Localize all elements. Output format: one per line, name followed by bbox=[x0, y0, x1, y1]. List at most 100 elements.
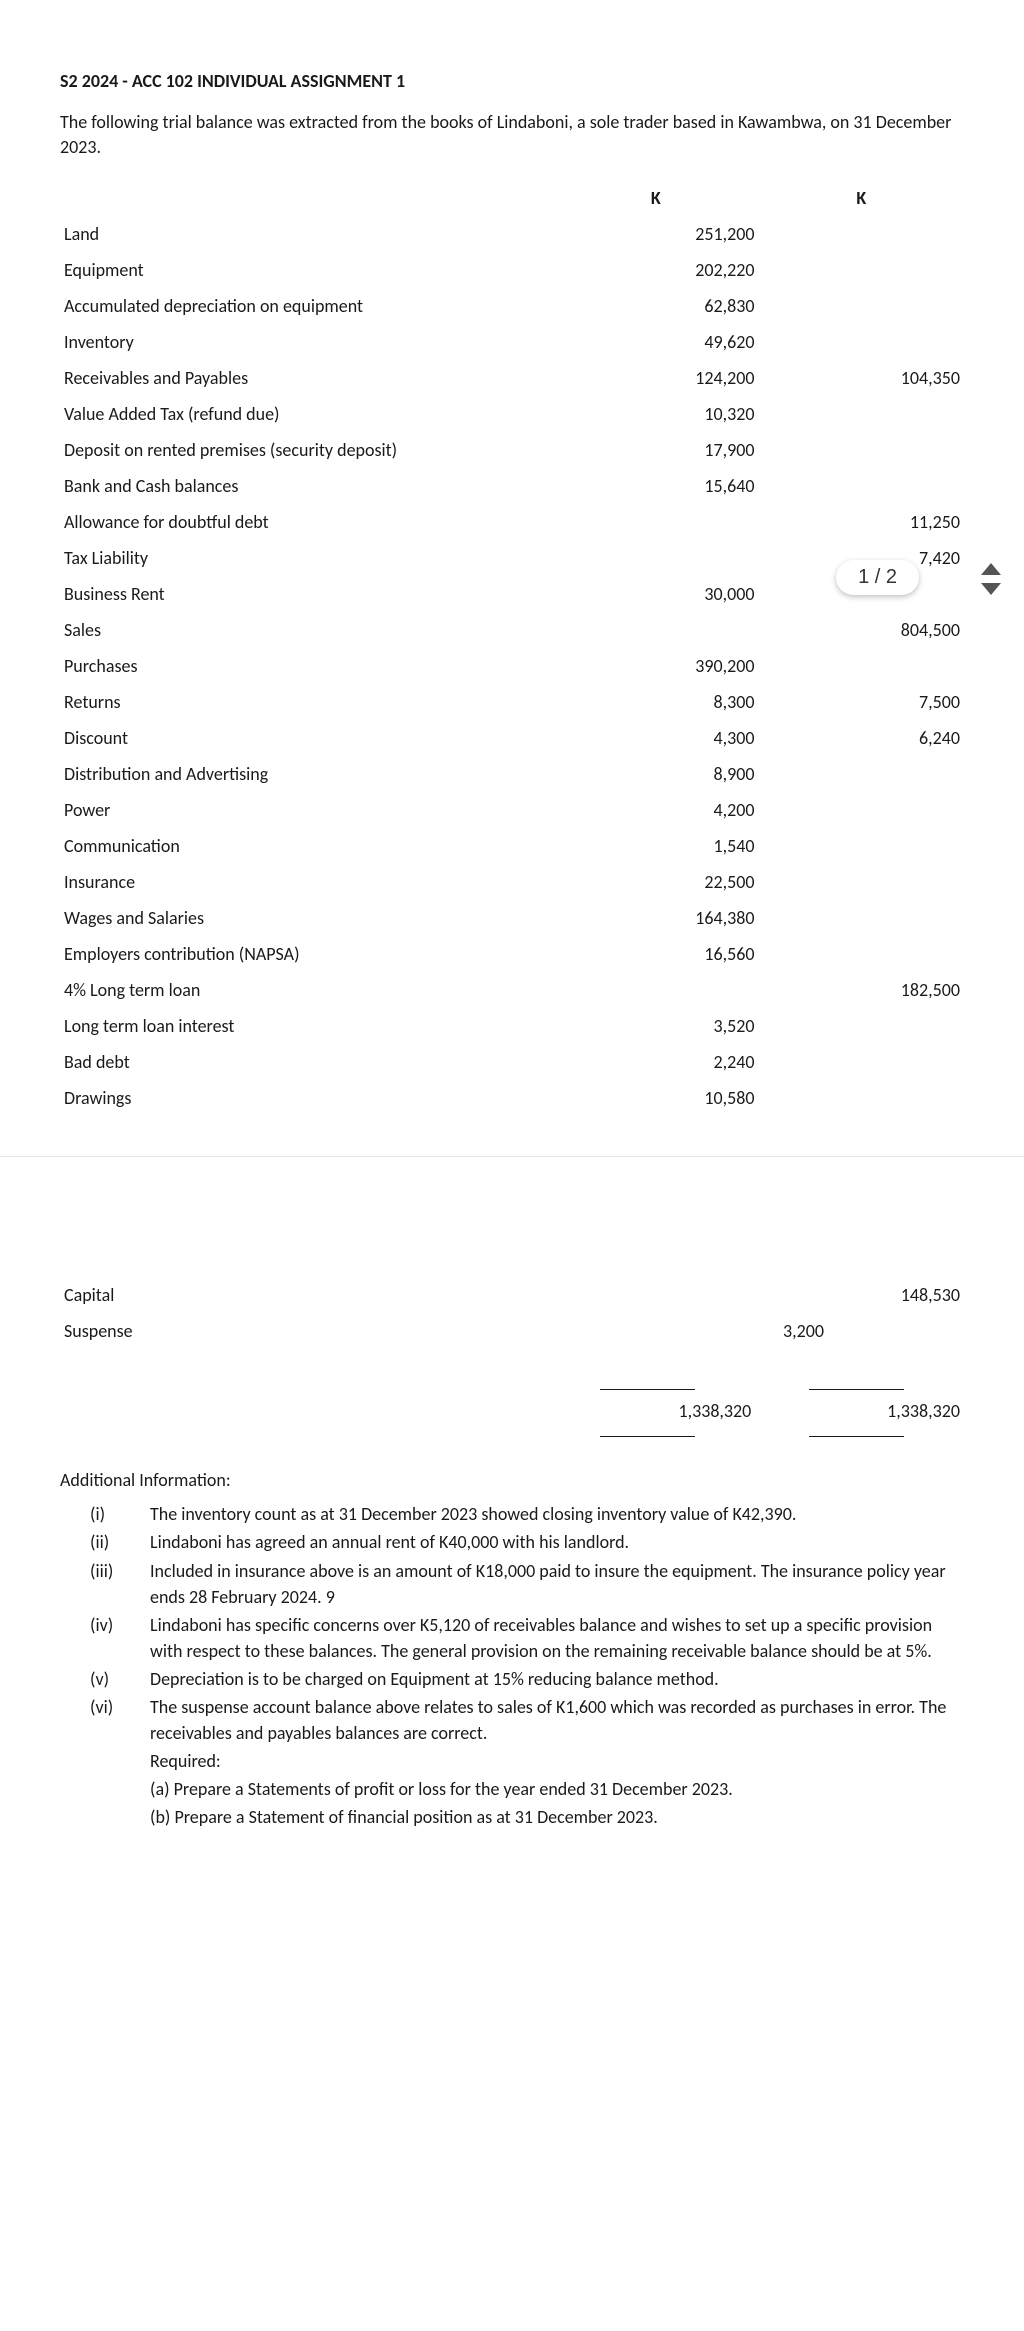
note-text: Depreciation is to be charged on Equipme… bbox=[150, 1666, 964, 1692]
page-down-icon[interactable] bbox=[981, 583, 1001, 595]
note-number: (vi) bbox=[90, 1694, 150, 1746]
row-dr bbox=[551, 1313, 756, 1349]
row-dr: 124,200 bbox=[553, 360, 758, 396]
assignment-title: S2 2024 - ACC 102 INDIVIDUAL ASSIGNMENT … bbox=[60, 70, 964, 92]
page-up-icon[interactable] bbox=[981, 563, 1001, 575]
table-row: Capital 148,530 bbox=[60, 1277, 964, 1313]
row-label: Power bbox=[60, 792, 553, 828]
table-row: Returns8,3007,500 bbox=[60, 684, 964, 720]
table-row: Discount4,3006,240 bbox=[60, 720, 964, 756]
total-dr: 1,338,320 bbox=[551, 1393, 756, 1429]
table-row: Inventory49,620 bbox=[60, 324, 964, 360]
row-cr: 11,250 bbox=[759, 504, 964, 540]
row-dr: 62,830 bbox=[553, 288, 758, 324]
note-number: (iii) bbox=[90, 1558, 150, 1610]
row-cr bbox=[759, 900, 964, 936]
table-row: 4% Long term loan182,500 bbox=[60, 972, 964, 1008]
row-label: Long term loan interest bbox=[60, 1008, 553, 1044]
row-label: Inventory bbox=[60, 324, 553, 360]
row-label: Communication bbox=[60, 828, 553, 864]
row-cr bbox=[759, 432, 964, 468]
row-cr bbox=[759, 216, 964, 252]
row-cr bbox=[759, 288, 964, 324]
row-label: Sales bbox=[60, 612, 553, 648]
row-cr: 804,500 bbox=[759, 612, 964, 648]
row-dr: 1,540 bbox=[553, 828, 758, 864]
row-dr: 15,640 bbox=[553, 468, 758, 504]
note-item: (v)Depreciation is to be charged on Equi… bbox=[90, 1666, 964, 1692]
row-dr bbox=[553, 972, 758, 1008]
row-dr: 30,000 bbox=[553, 576, 758, 612]
row-label: Employers contribution (NAPSA) bbox=[60, 936, 553, 972]
row-label: Suspense bbox=[60, 1313, 551, 1349]
row-cr bbox=[759, 756, 964, 792]
row-dr: 251,200 bbox=[553, 216, 758, 252]
note-item: (ii)Lindaboni has agreed an annual rent … bbox=[90, 1529, 964, 1555]
row-cr: 3,200 bbox=[755, 1313, 964, 1349]
table-row: Drawings10,580 bbox=[60, 1080, 964, 1116]
required-item: (a) Prepare a Statements of profit or lo… bbox=[90, 1776, 964, 1802]
row-dr: 16,560 bbox=[553, 936, 758, 972]
row-label: Allowance for doubtful debt bbox=[60, 504, 553, 540]
row-dr: 390,200 bbox=[553, 648, 758, 684]
page-stepper[interactable] bbox=[966, 555, 1016, 625]
table-row: Bad debt2,240 bbox=[60, 1044, 964, 1080]
additional-info-notes: (i)The inventory count as at 31 December… bbox=[60, 1501, 964, 1830]
note-text: The inventory count as at 31 December 20… bbox=[150, 1501, 964, 1527]
row-label: Value Added Tax (refund due) bbox=[60, 396, 553, 432]
row-label: Equipment bbox=[60, 252, 553, 288]
row-dr: 49,620 bbox=[553, 324, 758, 360]
note-number: (v) bbox=[90, 1666, 150, 1692]
additional-info-heading: Additional Information: bbox=[60, 1469, 964, 1491]
table-row: Suspense 3,200 bbox=[60, 1313, 964, 1349]
row-label: Purchases bbox=[60, 648, 553, 684]
row-label: Capital bbox=[60, 1277, 551, 1313]
note-item: (i)The inventory count as at 31 December… bbox=[90, 1501, 964, 1527]
col-header-dr: K bbox=[553, 180, 758, 216]
row-cr: 7,500 bbox=[759, 684, 964, 720]
trial-balance-table: K K Land251,200Equipment202,220Accumulat… bbox=[60, 180, 964, 1116]
row-cr bbox=[759, 324, 964, 360]
note-item: (iii)Included in insurance above is an a… bbox=[90, 1558, 964, 1610]
row-dr: 164,380 bbox=[553, 900, 758, 936]
row-cr bbox=[759, 1080, 964, 1116]
total-cr: 1,338,320 bbox=[755, 1393, 964, 1429]
row-label: 4% Long term loan bbox=[60, 972, 553, 1008]
row-label: Discount bbox=[60, 720, 553, 756]
row-dr bbox=[551, 1277, 756, 1313]
table-row: Power4,200 bbox=[60, 792, 964, 828]
row-label: Accumulated depreciation on equipment bbox=[60, 288, 553, 324]
row-dr bbox=[553, 540, 758, 576]
row-cr: 148,530 bbox=[755, 1277, 964, 1313]
row-label: Distribution and Advertising bbox=[60, 756, 553, 792]
row-cr bbox=[759, 396, 964, 432]
row-label: Drawings bbox=[60, 1080, 553, 1116]
table-row: Deposit on rented premises (security dep… bbox=[60, 432, 964, 468]
row-dr: 10,580 bbox=[553, 1080, 758, 1116]
note-text: Lindaboni has agreed an annual rent of K… bbox=[150, 1529, 964, 1555]
row-cr: 6,240 bbox=[759, 720, 964, 756]
row-label: Land bbox=[60, 216, 553, 252]
note-text: Included in insurance above is an amount… bbox=[150, 1558, 964, 1610]
table-row: Value Added Tax (refund due)10,320 bbox=[60, 396, 964, 432]
row-dr: 3,520 bbox=[553, 1008, 758, 1044]
row-cr bbox=[759, 792, 964, 828]
row-cr bbox=[759, 252, 964, 288]
row-label: Bank and Cash balances bbox=[60, 468, 553, 504]
note-item: (vi)The suspense account balance above r… bbox=[90, 1694, 964, 1746]
row-cr bbox=[759, 936, 964, 972]
table-row: Accumulated depreciation on equipment62,… bbox=[60, 288, 964, 324]
row-dr bbox=[553, 504, 758, 540]
table-row: Business Rent30,000 bbox=[60, 576, 964, 612]
row-dr bbox=[553, 612, 758, 648]
row-label: Bad debt bbox=[60, 1044, 553, 1080]
row-dr: 22,500 bbox=[553, 864, 758, 900]
table-row: Communication1,540 bbox=[60, 828, 964, 864]
row-cr bbox=[759, 648, 964, 684]
row-cr bbox=[759, 864, 964, 900]
row-label: Returns bbox=[60, 684, 553, 720]
row-dr: 8,300 bbox=[553, 684, 758, 720]
note-number: (i) bbox=[90, 1501, 150, 1527]
page-indicator-badge: 1 / 2 bbox=[836, 560, 919, 595]
required-heading: Required: bbox=[150, 1748, 964, 1774]
